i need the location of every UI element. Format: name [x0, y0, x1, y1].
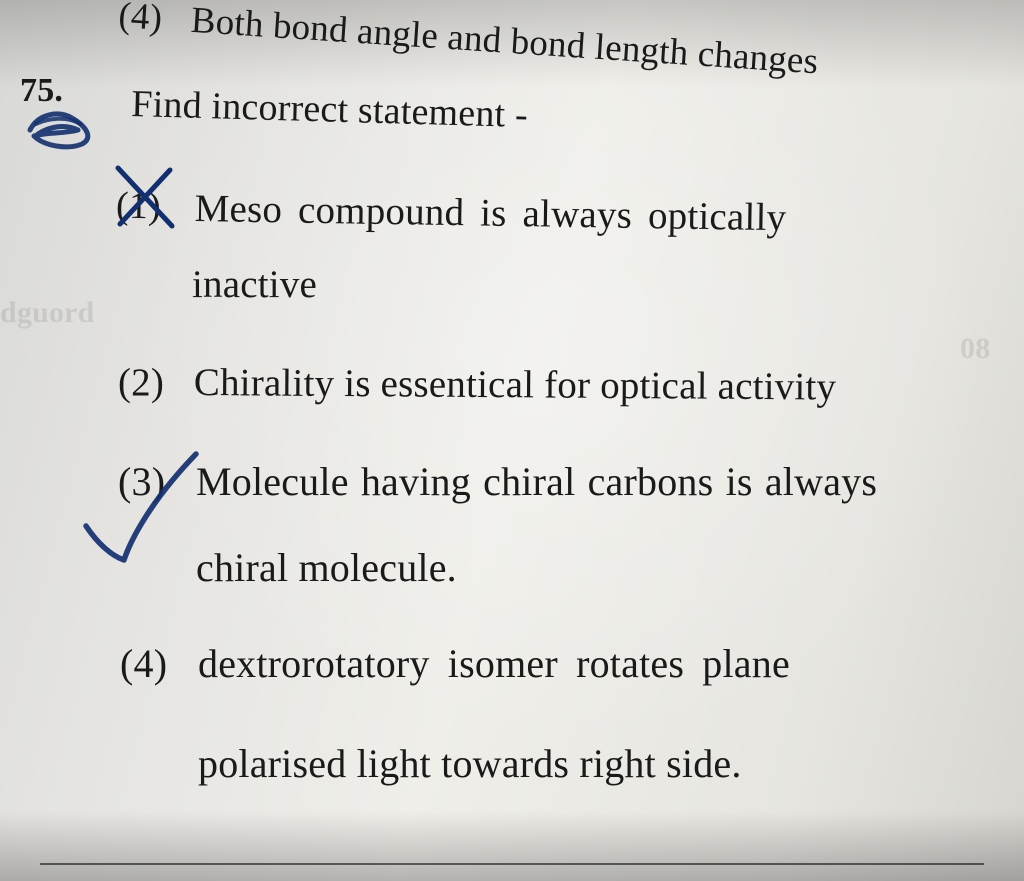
option-3-line-2: chiral molecule. [196, 544, 457, 591]
option-1-label: (1) [116, 184, 162, 229]
prev-option-label: (4) [117, 0, 164, 40]
ghost-right: 08 [960, 332, 990, 366]
option-2-label: (2) [118, 360, 164, 405]
option-3-line-1: Molecule having chiral carbons is always [196, 458, 877, 505]
option-4-label: (4) [120, 640, 167, 687]
option-4-line-1: dextrorotatory isomer rotates plane [198, 640, 790, 687]
ghost-left: dguord [0, 296, 95, 330]
pen-scribble-icon [24, 104, 104, 152]
option-4-line-2: polarised light towards right side. [198, 740, 742, 787]
bottom-rule [40, 863, 984, 865]
prev-option-line: (4) Both bond angle and bond length chan… [117, 0, 819, 83]
option-1-line-1: Meso compound is always optically [194, 186, 786, 240]
page: (4) Both bond angle and bond length chan… [0, 0, 1024, 881]
option-3-label: (3) [118, 458, 165, 505]
option-1-line-2: inactive [192, 262, 317, 307]
question-number: 75. [20, 72, 63, 110]
option-2-line-1: Chirality is essentical for optical acti… [194, 360, 837, 409]
question-prompt: Find incorrect statement - [131, 82, 529, 137]
prev-option-text: Both bond angle and bond length changes [190, 0, 820, 82]
